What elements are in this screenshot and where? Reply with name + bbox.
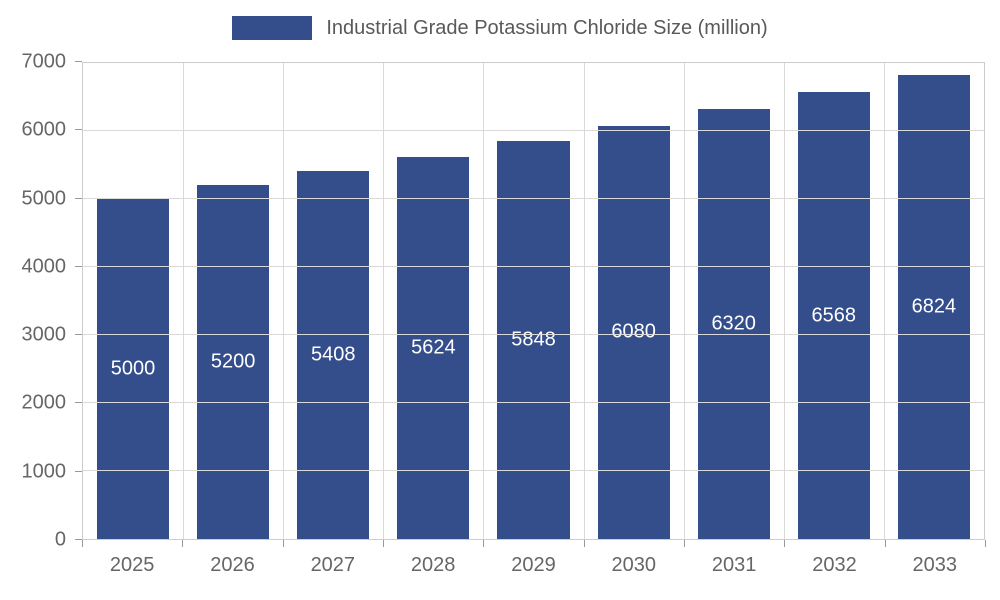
bar-value-label: 5000 [110,357,156,380]
bar-band: 6568 [784,63,884,539]
y-axis-tick [75,334,82,336]
bar-value-label: 5624 [411,336,456,359]
x-axis-tick [382,540,384,547]
x-tick-label: 2026 [210,554,255,576]
y-axis-tick [75,197,82,199]
bar-value-label: 6080 [611,320,656,343]
gridline-vertical [183,63,185,539]
y-axis-tick [75,539,82,540]
gridline-vertical [383,63,385,539]
x-labels: 2025 2026 2027 2028 2029 2030 2031 2032 2033 [82,554,985,577]
bar-2028: 5624 [397,156,470,539]
x-tick-label: 2028 [410,554,456,576]
bar-2030: 6080 [597,125,670,539]
y-axis-tick [75,402,82,404]
bars-container: 5000 5200 5408 5624 5848 6080 6320 6568 6824 [83,63,984,539]
x-axis-tick [683,540,685,547]
y-tick-label: 2000 [21,391,67,414]
x-tick-label: 2030 [611,554,657,576]
y-axis-tick [75,265,82,267]
y-tick-label: 7000 [21,50,67,73]
bar-band: 5200 [183,63,283,539]
bar-value-label: 5200 [210,350,256,373]
bar-band: 6824 [884,63,984,539]
y-axis-tick [75,61,82,62]
x-axis-tick [784,540,786,547]
gridline-vertical [483,63,485,539]
x-tick-label: 2029 [511,554,556,576]
gridline-horizontal [83,334,984,335]
bar-2029: 5848 [497,141,570,539]
x-tick-label: 2031 [711,554,757,576]
x-axis-tick [583,540,585,547]
bar-band: 5624 [383,63,483,539]
gridline-horizontal [83,470,984,471]
y-tick-label: 1000 [21,460,67,483]
legend-swatch [232,16,313,40]
gridline-vertical [283,63,285,539]
x-axis-tick [82,540,83,547]
x-axis-tick [282,540,284,547]
y-axis-tick [75,470,82,472]
x-tick-label: 2032 [812,554,857,576]
y-axis-tick [75,129,82,131]
bar-band: 5000 [83,63,183,539]
bar-value-label: 6568 [811,304,857,327]
bar-2026: 5200 [197,185,270,539]
x-axis-tick [483,540,485,547]
bar-band: 6080 [584,63,684,539]
x-axis-tick [884,540,886,547]
gridline-horizontal [83,402,984,403]
plot-area: 5000 5200 5408 5624 5848 6080 6320 6568 6824 [82,62,985,540]
chart-legend: Industrial Grade Potassium Chloride Size… [0,16,1000,40]
bar-2031: 6320 [697,109,770,539]
x-tick-label: 2027 [310,554,356,576]
gridline-horizontal [83,130,984,131]
bar-2027: 5408 [297,171,370,539]
x-axis-tick [985,540,986,547]
bar-value-label: 6824 [911,295,957,318]
bar-2032: 6568 [797,92,870,539]
bar-value-label: 6320 [711,312,756,335]
y-tick-label: 3000 [21,323,67,346]
y-tick-label: 6000 [21,118,67,141]
bar-band: 5408 [283,63,383,539]
bar-band: 5848 [483,63,583,539]
bar-2025: 5000 [97,199,170,539]
bar-band: 6320 [684,63,784,539]
x-tick-label: 2025 [109,554,155,576]
bar-2033: 6824 [897,74,970,539]
gridline-horizontal [83,198,984,199]
y-tick-label: 4000 [21,255,67,278]
bar-value-label: 5848 [511,328,556,351]
bar-value-label: 5408 [311,343,356,366]
legend-label: Industrial Grade Potassium Chloride Size… [326,16,768,39]
y-tick-label: 5000 [21,187,67,210]
gridline-vertical [783,63,785,539]
gridline-horizontal [83,266,984,267]
y-axis: 0 1000 2000 3000 4000 5000 6000 7000 [0,51,82,551]
x-tick-label: 2033 [912,554,958,576]
x-axis-tick [182,540,184,547]
gridline-vertical [683,63,685,539]
gridline-vertical [583,63,585,539]
gridline-vertical [883,63,885,539]
y-tick-label: 0 [54,528,66,551]
x-axis: 2025 2026 2027 2028 2029 2030 2031 2032 2033 [82,540,986,590]
